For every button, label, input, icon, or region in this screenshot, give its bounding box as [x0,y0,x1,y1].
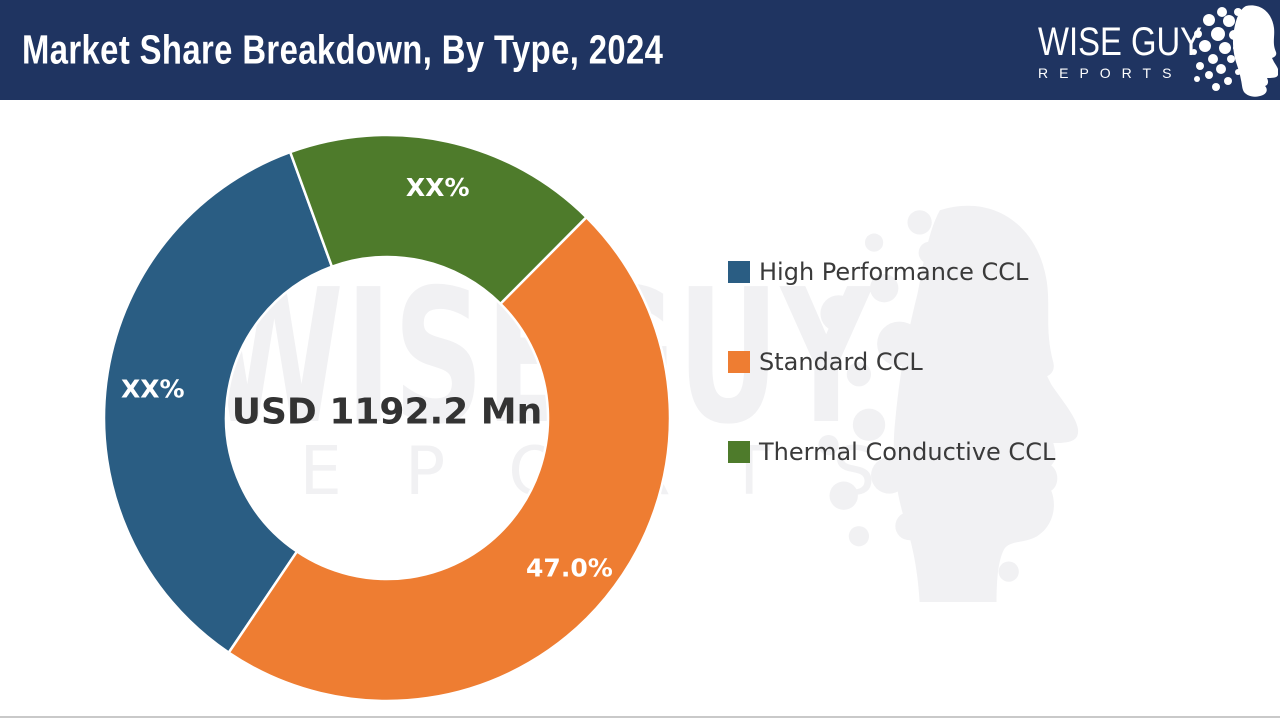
legend-item-thermal-conductive-ccl: Thermal Conductive CCL [728,430,1055,474]
chart-center-value: USD 1192.2 Mn [231,391,543,433]
donut-segment-0 [102,150,334,654]
segment-percentage-label-2: XX% [406,173,470,202]
donut-segment-2 [288,133,588,306]
legend-swatch-blue [728,261,750,283]
logo-face-icon [1191,5,1278,97]
logo-text: WISE GUY REPORTS [1038,22,1238,81]
legend-label: Standard CCL [759,348,923,376]
bottom-divider-line [0,716,1280,718]
logo-name: WISE GUY [1038,20,1203,64]
legend-swatch-orange [728,351,750,373]
chart-legend: High Performance CCL Standard CCL Therma… [728,250,1055,520]
segment-percentage-label-1: 47.0% [526,553,613,582]
legend-swatch-green [728,441,750,463]
page-title: Market Share Breakdown, By Type, 2024 [22,26,664,73]
donut-segment-1 [227,215,672,703]
watermark-face-graphic [818,205,1079,602]
legend-label: High Performance CCL [759,258,1029,286]
legend-item-high-performance-ccl: High Performance CCL [728,250,1055,294]
header-bar: Market Share Breakdown, By Type, 2024 WI… [0,0,1280,100]
logo-subname: REPORTS [1038,65,1183,81]
donut-chart: XX% 47.0% XX% [102,133,672,703]
legend-item-standard-ccl: Standard CCL [728,340,1055,384]
segment-percentage-label-0: XX% [121,375,185,404]
legend-label: Thermal Conductive CCL [759,438,1056,466]
wise-guy-reports-logo: WISE GUY REPORTS [1030,2,1278,98]
